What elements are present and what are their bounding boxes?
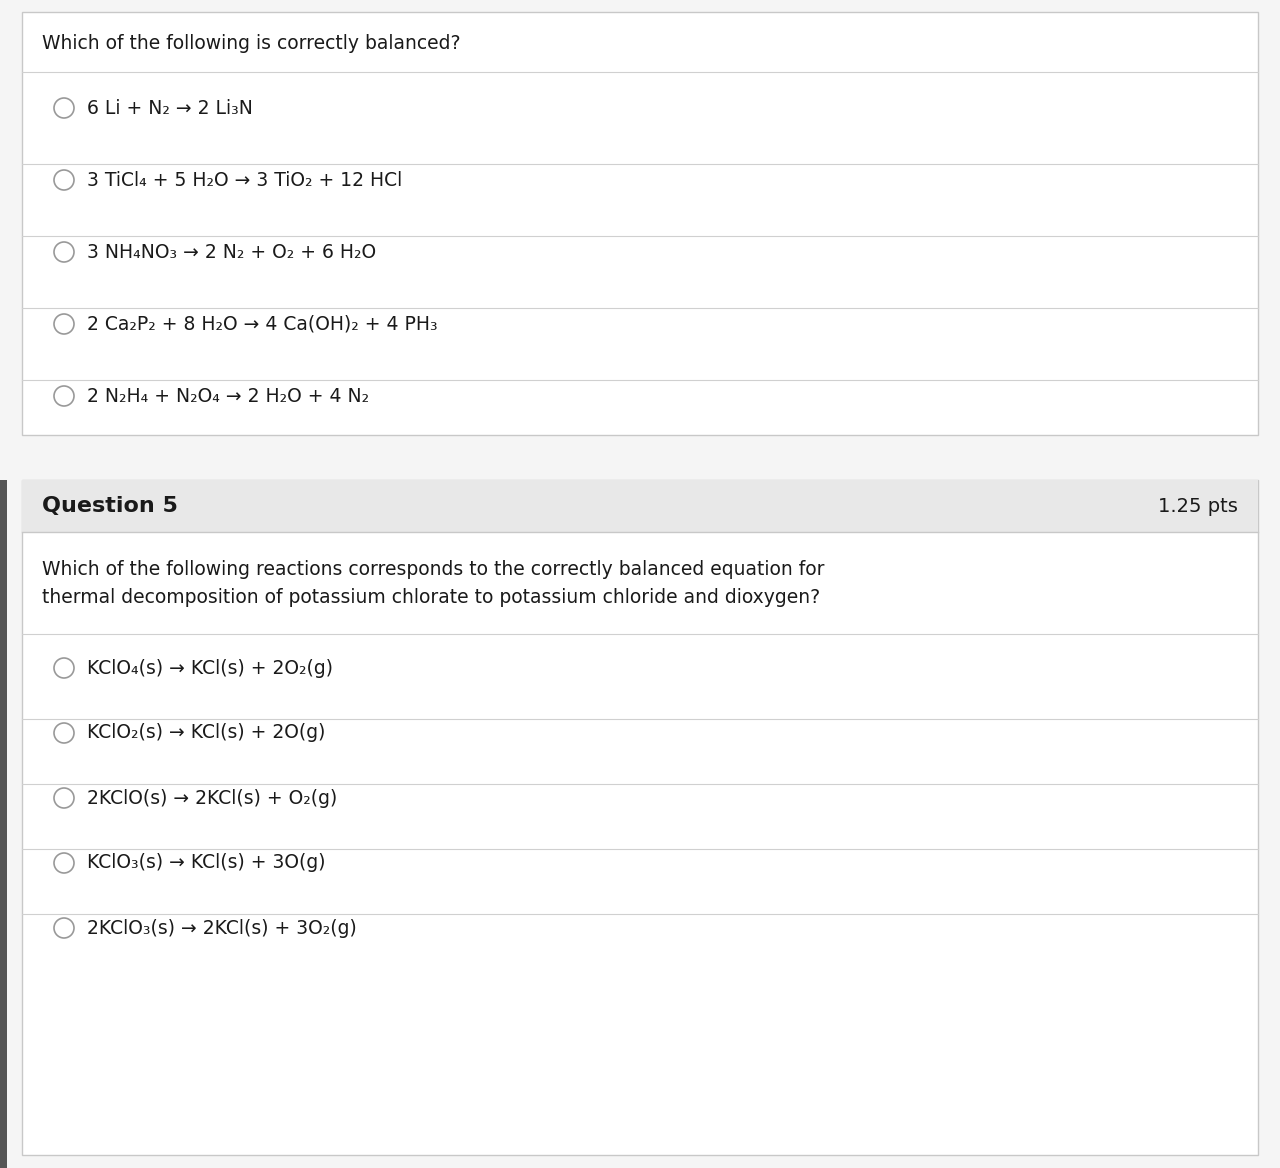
Text: KClO₂(s) → KCl(s) + 2O(g): KClO₂(s) → KCl(s) + 2O(g) (87, 723, 325, 743)
Text: KClO₃(s) → KCl(s) + 3O(g): KClO₃(s) → KCl(s) + 3O(g) (87, 854, 325, 872)
Text: 1.25 pts: 1.25 pts (1158, 496, 1238, 515)
Text: thermal decomposition of potassium chlorate to potassium chloride and dioxygen?: thermal decomposition of potassium chlor… (42, 588, 820, 607)
FancyBboxPatch shape (22, 480, 1258, 1155)
Text: 3 TiCl₄ + 5 H₂O → 3 TiO₂ + 12 HCl: 3 TiCl₄ + 5 H₂O → 3 TiO₂ + 12 HCl (87, 171, 402, 189)
Text: 2KClO₃(s) → 2KCl(s) + 3O₂(g): 2KClO₃(s) → 2KCl(s) + 3O₂(g) (87, 918, 357, 938)
FancyBboxPatch shape (0, 480, 6, 1168)
FancyBboxPatch shape (22, 12, 1258, 434)
Text: KClO₄(s) → KCl(s) + 2O₂(g): KClO₄(s) → KCl(s) + 2O₂(g) (87, 659, 333, 677)
Text: 3 NH₄NO₃ → 2 N₂ + O₂ + 6 H₂O: 3 NH₄NO₃ → 2 N₂ + O₂ + 6 H₂O (87, 243, 376, 262)
Text: 6 Li + N₂ → 2 Li₃N: 6 Li + N₂ → 2 Li₃N (87, 98, 253, 118)
Text: 2KClO(s) → 2KCl(s) + O₂(g): 2KClO(s) → 2KCl(s) + O₂(g) (87, 788, 337, 807)
Text: 2 N₂H₄ + N₂O₄ → 2 H₂O + 4 N₂: 2 N₂H₄ + N₂O₄ → 2 H₂O + 4 N₂ (87, 387, 369, 405)
Text: Which of the following reactions corresponds to the correctly balanced equation : Which of the following reactions corresp… (42, 559, 824, 579)
Text: 2 Ca₂P₂ + 8 H₂O → 4 Ca(OH)₂ + 4 PH₃: 2 Ca₂P₂ + 8 H₂O → 4 Ca(OH)₂ + 4 PH₃ (87, 314, 438, 334)
FancyBboxPatch shape (0, 480, 6, 1155)
Text: Which of the following is correctly balanced?: Which of the following is correctly bala… (42, 34, 461, 53)
FancyBboxPatch shape (22, 480, 1258, 531)
Text: Question 5: Question 5 (42, 496, 178, 516)
